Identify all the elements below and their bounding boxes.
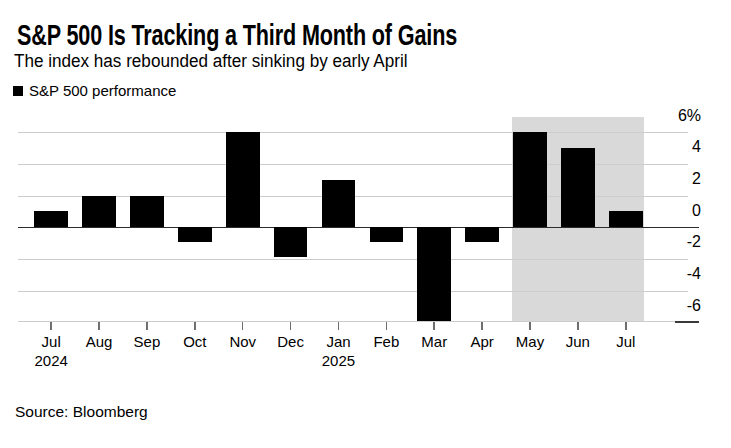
x-axis-tick xyxy=(529,322,531,330)
bar-sep-2 xyxy=(130,196,164,228)
x-axis-tick xyxy=(577,322,579,330)
gridline xyxy=(18,321,688,322)
bar-may-10 xyxy=(513,132,547,227)
x-axis-month-label: Feb xyxy=(362,333,410,350)
chart-subtitle: The index has rebounded after sinking by… xyxy=(14,51,408,72)
bar-aug-1 xyxy=(82,196,116,228)
x-axis-tick xyxy=(146,322,148,330)
x-axis-month-label: Jul xyxy=(602,333,650,350)
x-axis-month-label: Dec xyxy=(267,333,315,350)
y-axis-tick-label: -2 xyxy=(641,233,701,251)
legend-swatch-icon xyxy=(13,86,23,96)
x-axis-month-label: Nov xyxy=(219,333,267,350)
bar-oct-3 xyxy=(178,227,212,241)
y-axis-tick-label: 2 xyxy=(641,170,701,188)
x-axis-tick xyxy=(433,322,435,330)
y-axis-end-dash xyxy=(675,321,699,323)
y-axis-tick-label: 4 xyxy=(641,138,701,156)
gridline xyxy=(18,132,688,133)
x-axis-month-label: Oct xyxy=(171,333,219,350)
bar-jun-11 xyxy=(561,148,595,227)
chart-legend: S&P 500 performance xyxy=(13,82,176,99)
x-axis-month-label: Sep xyxy=(123,333,171,350)
gridline xyxy=(18,291,688,292)
zero-gridline xyxy=(18,227,699,229)
gridline xyxy=(18,259,688,260)
bar-dec-5 xyxy=(274,227,308,257)
x-axis-tick xyxy=(242,322,244,330)
x-axis-tick xyxy=(290,322,292,330)
x-axis-tick xyxy=(625,322,627,330)
source-attribution: Source: Bloomberg xyxy=(15,403,148,421)
x-axis-tick xyxy=(386,322,388,330)
bar-feb-7 xyxy=(370,227,404,241)
x-axis-tick xyxy=(50,322,52,330)
x-axis-month-label: Apr xyxy=(458,333,506,350)
x-axis-month-label: Jul xyxy=(27,333,75,350)
bar-jul-12 xyxy=(609,211,643,227)
x-axis-tick xyxy=(194,322,196,330)
y-axis-tick-label: 6% xyxy=(641,107,701,125)
x-axis-month-label: Jan xyxy=(314,333,362,350)
bar-jan-6 xyxy=(322,180,356,227)
legend-label: S&P 500 performance xyxy=(29,82,176,99)
x-axis-tick xyxy=(98,322,100,330)
x-axis-tick xyxy=(338,322,340,330)
x-axis-month-label: May xyxy=(506,333,554,350)
chart-title: S&P 500 Is Tracking a Third Month of Gai… xyxy=(17,18,457,52)
x-axis-month-label: Jun xyxy=(554,333,602,350)
bloomberg-bar-chart: S&P 500 Is Tracking a Third Month of Gai… xyxy=(0,0,731,448)
y-axis-tick-label: 0 xyxy=(641,202,701,220)
x-axis-month-label: Mar xyxy=(410,333,458,350)
bar-apr-9 xyxy=(465,227,499,241)
x-axis-year-label: 2024 xyxy=(27,352,75,369)
bar-mar-8 xyxy=(417,227,451,320)
bar-jul-0 xyxy=(34,211,68,227)
y-axis-tick-label: -4 xyxy=(641,265,701,283)
y-axis-tick-label: -6 xyxy=(641,297,701,315)
x-axis-tick xyxy=(481,322,483,330)
bar-nov-4 xyxy=(226,132,260,227)
x-axis-month-label: Aug xyxy=(75,333,123,350)
x-axis-year-label: 2025 xyxy=(314,352,362,369)
